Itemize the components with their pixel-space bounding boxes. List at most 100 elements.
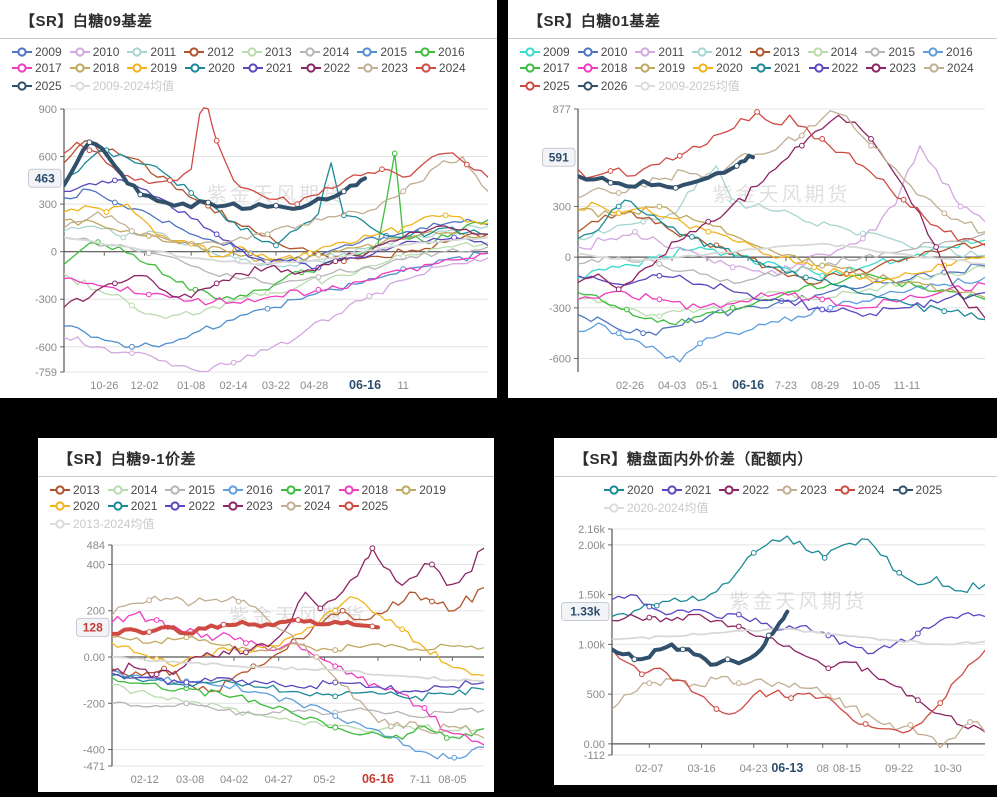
legend-item-2023[interactable]: 2023 xyxy=(223,499,273,513)
series-2022[interactable] xyxy=(112,672,484,695)
series-2019[interactable] xyxy=(578,205,985,299)
legend-item-2009-2024均值[interactable]: 2009-2024均值 xyxy=(69,77,174,94)
legend-item-2013-2024均值[interactable]: 2013-2024均值 xyxy=(50,515,154,532)
legend-item-2022[interactable]: 2022 xyxy=(719,483,769,497)
legend-item-2016[interactable]: 2016 xyxy=(415,45,465,59)
series-2024[interactable] xyxy=(612,648,985,734)
legend-item-2015[interactable]: 2015 xyxy=(865,45,915,59)
legend-item-2017[interactable]: 2017 xyxy=(520,61,570,75)
series-2022[interactable] xyxy=(612,613,985,733)
legend-item-2010[interactable]: 2010 xyxy=(577,45,627,59)
series-2014[interactable] xyxy=(112,683,484,733)
plot-area[interactable]: 900 600 300 0 -300 -600 -759 紫金天风期货 463 10-26 12-0… xyxy=(0,97,497,398)
legend-item-2025[interactable]: 2025 xyxy=(520,79,570,93)
series-2017[interactable] xyxy=(64,252,488,306)
legend-item-2021[interactable]: 2021 xyxy=(107,499,157,513)
series-2015[interactable] xyxy=(112,701,484,719)
series-2014[interactable] xyxy=(64,236,488,286)
legend-item-2023[interactable]: 2023 xyxy=(777,483,827,497)
series-2012[interactable] xyxy=(64,140,488,262)
series-2018[interactable] xyxy=(578,281,985,310)
legend-item-2023[interactable]: 2023 xyxy=(866,61,916,75)
series-2024[interactable] xyxy=(64,107,488,205)
legend-item-2015[interactable]: 2015 xyxy=(357,45,407,59)
legend-item-2009[interactable]: 2009 xyxy=(520,45,570,59)
legend-item-2026[interactable]: 2026 xyxy=(577,79,627,93)
series-2015[interactable] xyxy=(578,232,985,284)
series-2023[interactable] xyxy=(578,114,985,319)
legend-item-2025[interactable]: 2025 xyxy=(892,483,942,497)
legend-item-2022[interactable]: 2022 xyxy=(808,61,858,75)
legend-item-2019[interactable]: 2019 xyxy=(635,61,685,75)
legend-item-2017[interactable]: 2017 xyxy=(12,61,62,75)
series-2013-2024均值[interactable] xyxy=(112,656,484,683)
series-2023[interactable] xyxy=(612,675,985,749)
legend-item-2024[interactable]: 2024 xyxy=(415,61,466,75)
legend-item-2021[interactable]: 2021 xyxy=(750,61,801,75)
series-2025[interactable] xyxy=(578,111,985,246)
series-2020[interactable] xyxy=(112,596,484,677)
series-2024[interactable] xyxy=(112,595,484,739)
legend-item-2022[interactable]: 2022 xyxy=(300,61,350,75)
legend-item-2020[interactable]: 2020 xyxy=(604,483,654,497)
series-2016[interactable] xyxy=(112,670,484,760)
legend-item-2019[interactable]: 2019 xyxy=(396,483,446,497)
series-2021[interactable] xyxy=(612,594,985,655)
series-2016[interactable] xyxy=(578,276,985,363)
series-2021[interactable] xyxy=(112,673,484,702)
series-2018[interactable] xyxy=(112,610,484,746)
series-2013[interactable] xyxy=(112,586,484,693)
series-2022[interactable] xyxy=(64,225,488,308)
legend-item-2009[interactable]: 2009 xyxy=(12,45,62,59)
legend-item-2018[interactable]: 2018 xyxy=(577,61,627,75)
legend-item-2013[interactable]: 2013 xyxy=(241,45,292,59)
legend-item-2024[interactable]: 2024 xyxy=(923,61,974,75)
series-2025[interactable] xyxy=(112,618,380,636)
legend-item-2019[interactable]: 2019 xyxy=(127,61,177,75)
legend-item-2016[interactable]: 2016 xyxy=(223,483,273,497)
legend-item-2014[interactable]: 2014 xyxy=(107,483,157,497)
legend-item-2018[interactable]: 2018 xyxy=(338,483,388,497)
series-2024[interactable] xyxy=(578,110,985,234)
series-2020[interactable] xyxy=(612,535,985,618)
legend-item-2017[interactable]: 2017 xyxy=(280,483,331,497)
series-2020[interactable] xyxy=(578,201,985,284)
legend-item-2024[interactable]: 2024 xyxy=(834,483,885,497)
legend-item-2020[interactable]: 2020 xyxy=(50,499,100,513)
legend-item-2011[interactable]: 2011 xyxy=(635,45,684,59)
legend-item-2021[interactable]: 2021 xyxy=(242,61,293,75)
legend-item-2021[interactable]: 2021 xyxy=(661,483,711,497)
series-2020[interactable] xyxy=(64,149,488,246)
legend-item-2014[interactable]: 2014 xyxy=(299,45,349,59)
legend-item-2025[interactable]: 2025 xyxy=(12,79,62,93)
legend-item-2013[interactable]: 2013 xyxy=(50,483,100,497)
legend-item-2010[interactable]: 2010 xyxy=(69,45,119,59)
legend-item-2014[interactable]: 2014 xyxy=(807,45,857,59)
legend-item-2024[interactable]: 2024 xyxy=(280,499,331,513)
legend-item-2016[interactable]: 2016 xyxy=(923,45,973,59)
legend-item-2012[interactable]: 2012 xyxy=(184,45,234,59)
series-2020-2024均值[interactable] xyxy=(612,627,985,646)
series-2010[interactable] xyxy=(64,257,488,373)
legend-item-2011[interactable]: 2011 xyxy=(127,45,176,59)
series-2009-2025均值[interactable] xyxy=(578,242,985,265)
legend-item-2009-2025均值[interactable]: 2009-2025均值 xyxy=(635,77,740,94)
series-2023[interactable] xyxy=(64,155,488,245)
plot-area[interactable]: 2.16k 2.00k 1.50k 1.00k 500 0.00-112 紫金天风期货 1.3… xyxy=(554,519,997,785)
legend-item-2012[interactable]: 2012 xyxy=(692,45,742,59)
plot-area[interactable]: 877 300 0 -300 -600 紫金天风期货 591 02-26 04-03 05-1 06… xyxy=(508,97,997,398)
series-2016[interactable] xyxy=(64,152,488,300)
legend-item-2025[interactable]: 2025 xyxy=(338,499,388,513)
series-2009-2024均值[interactable] xyxy=(64,236,488,266)
legend-item-2018[interactable]: 2018 xyxy=(69,61,119,75)
legend-item-2020[interactable]: 2020 xyxy=(185,61,235,75)
legend-item-2020-2024均值[interactable]: 2020-2024均值 xyxy=(604,499,708,516)
series-2023[interactable] xyxy=(112,547,484,678)
legend-item-2013[interactable]: 2013 xyxy=(749,45,800,59)
series-2017[interactable] xyxy=(112,677,484,740)
legend-item-2022[interactable]: 2022 xyxy=(165,499,215,513)
legend-item-2015[interactable]: 2015 xyxy=(165,483,215,497)
legend-item-2023[interactable]: 2023 xyxy=(358,61,408,75)
series-2022[interactable] xyxy=(578,274,985,317)
